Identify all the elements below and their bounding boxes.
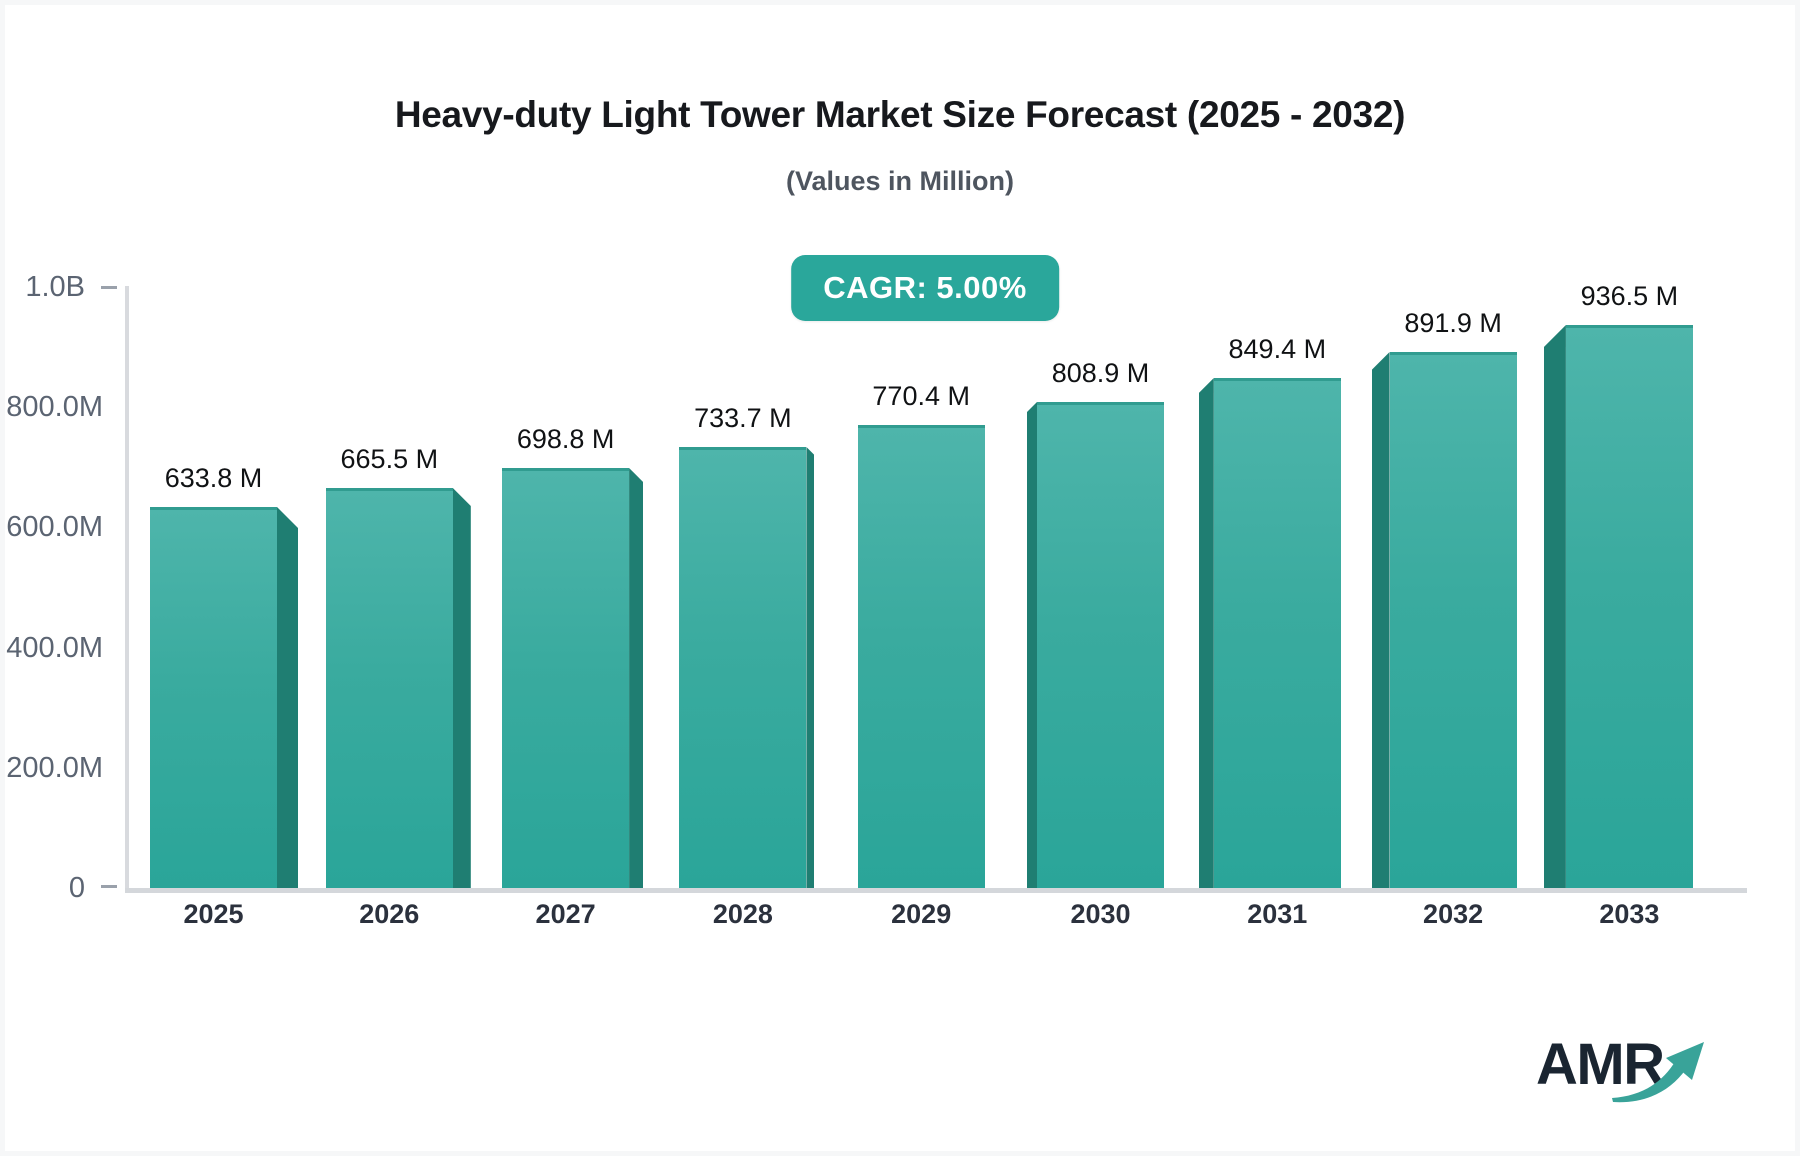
bar-2025 [150,507,277,888]
x-axis-year-label: 2033 [1599,899,1660,929]
bar-value-label: 698.8 M [516,424,615,454]
chart-subtitle: (Values in Million) [785,166,1015,196]
growth-arrow-icon [1612,1042,1704,1103]
bar-2028 [679,447,807,888]
y-axis-line [125,286,129,893]
bar-value-label: 733.7 M [694,403,792,433]
x-axis-year-label: 2031 [1247,899,1308,929]
bar-2025-side-face [277,507,298,888]
y-axis-tick-mark [101,286,117,289]
cagr-badge: CAGR: 5.00% [791,255,1059,321]
y-axis-tick-label: 0 [68,872,85,904]
x-axis-year-label: 2025 [183,899,244,929]
x-axis-year-label: 2030 [1070,899,1131,929]
x-axis-year-label: 2032 [1423,899,1484,929]
bar-value-label: 770.4 M [872,381,970,411]
bar-value-label: 936.5 M [1580,281,1679,311]
bar-2030-side-face [1027,402,1037,888]
bar-2032-side-face [1371,352,1390,888]
x-axis-year-label: 2027 [535,899,596,929]
bar-value-label: 633.8 M [164,463,263,493]
y-axis-tick-label: 1.0B [25,271,85,303]
bar-2026-side-face [452,488,471,888]
amr-logo: AMR [1536,1036,1706,1108]
bar-value-label: 891.9 M [1404,308,1502,338]
bar-2030 [1037,402,1164,888]
amr-logo-text: AMR [1536,1032,1665,1097]
chart-title: Heavy-duty Light Tower Market Size Forec… [394,94,1406,135]
y-axis-tick-label: 800.0M [6,391,103,423]
y-axis-tick-mark [101,885,117,888]
x-axis-year-label: 2029 [891,899,952,929]
bar-2028-side-face [806,447,815,888]
bar-2031 [1213,378,1341,888]
y-axis-tick-label: 200.0M [6,752,103,784]
bar-2027-side-face [629,468,644,888]
bar-2026 [325,488,453,888]
bar-value-label: 849.4 M [1228,334,1327,364]
y-axis-tick-label: 600.0M [6,511,103,543]
y-axis-tick-label: 400.0M [6,632,103,664]
bar-2027 [502,468,630,888]
x-axis-year-label: 2028 [712,899,773,929]
bar-value-label: 808.9 M [1051,358,1150,388]
bar-2031-side-face [1198,378,1214,888]
bar-2033-side-face [1543,325,1566,888]
bar-2033 [1565,325,1693,888]
bar-value-label: 665.5 M [340,444,439,474]
bar-2032 [1389,352,1517,888]
bar-2029 [857,425,985,888]
x-axis-year-label: 2026 [359,899,420,929]
x-axis-line [125,888,1747,893]
